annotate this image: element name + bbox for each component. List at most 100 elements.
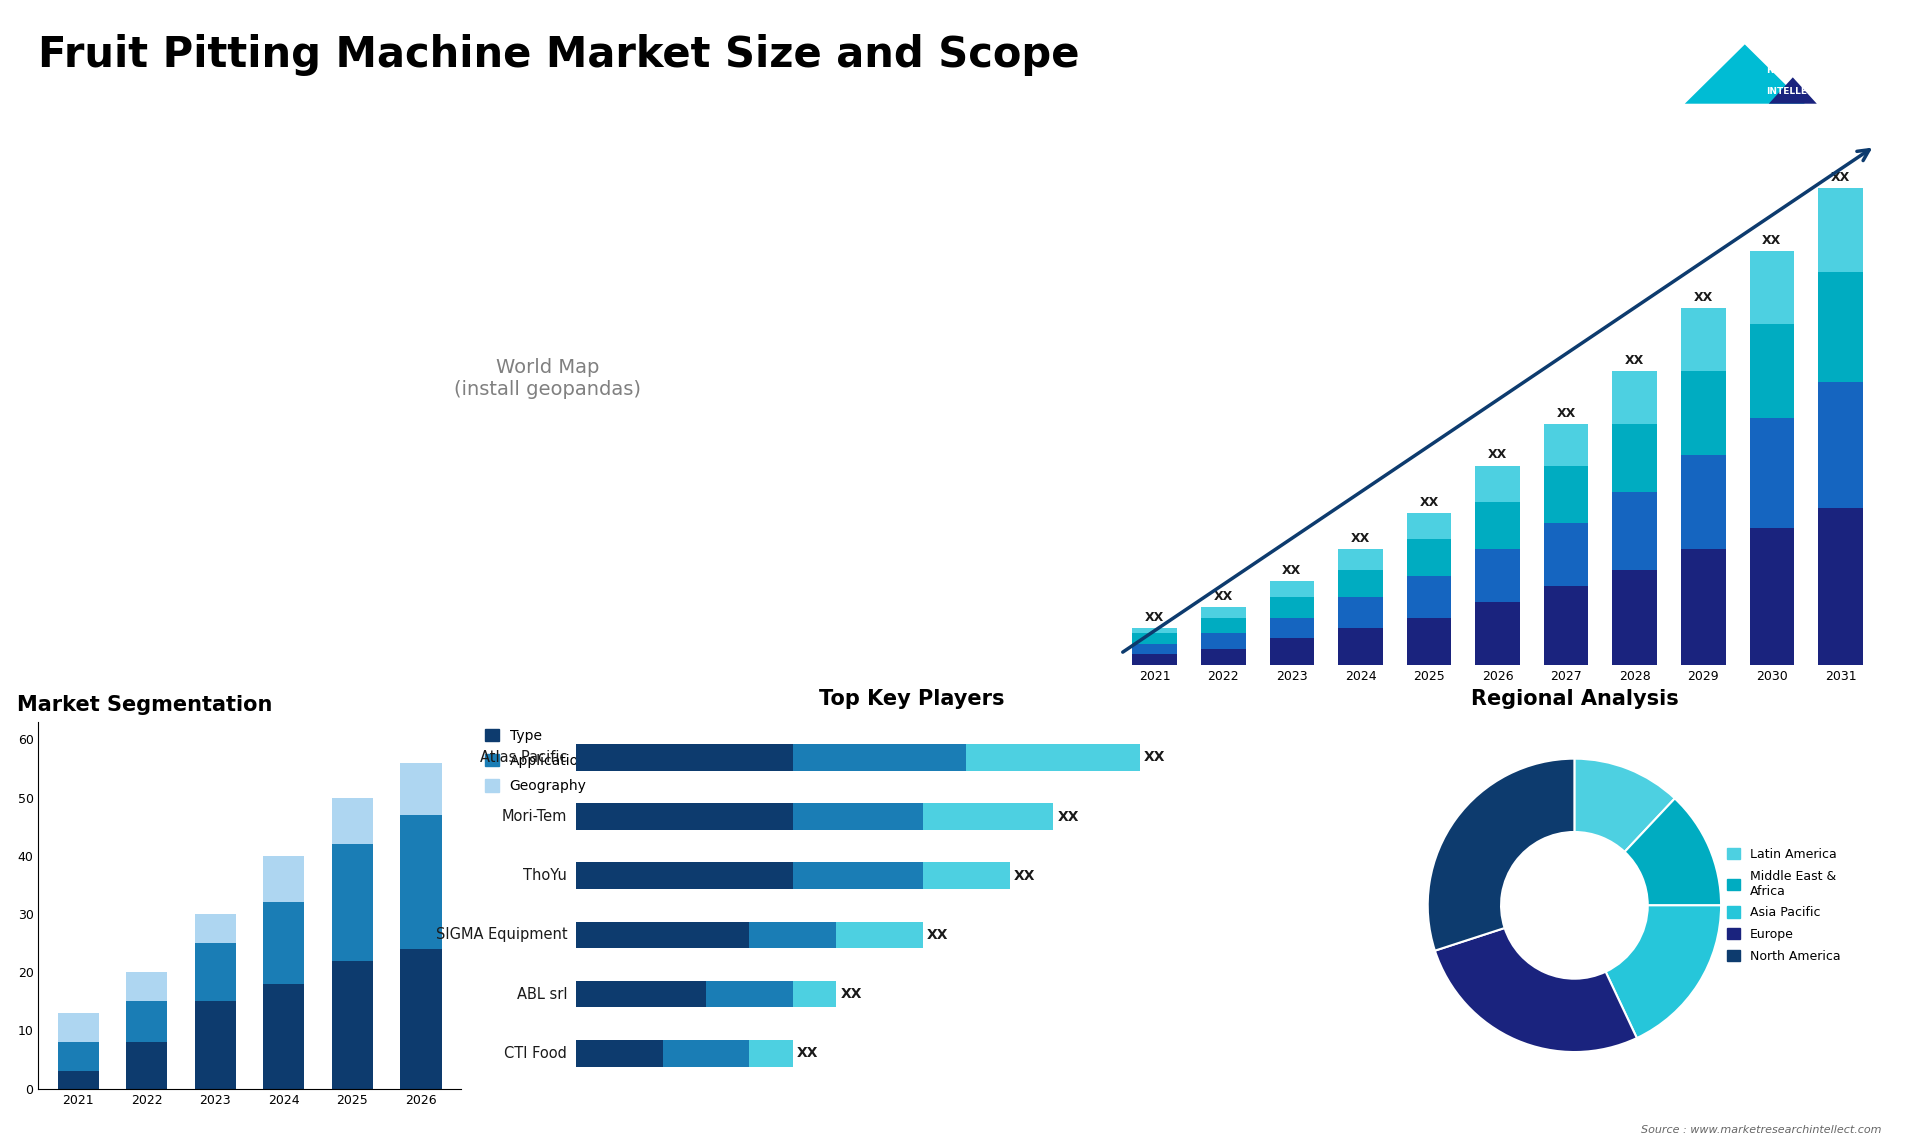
Bar <box>1682 371 1726 455</box>
Bar <box>662 1039 749 1067</box>
Bar <box>263 984 305 1089</box>
Text: XX: XX <box>927 928 948 942</box>
Bar <box>1133 628 1177 634</box>
Bar <box>576 1039 662 1067</box>
Bar <box>1475 502 1521 549</box>
Bar <box>58 1042 98 1072</box>
Text: INTELLECT: INTELLECT <box>1766 87 1820 96</box>
Bar <box>1544 465 1588 524</box>
Bar <box>1338 549 1382 571</box>
Text: XX: XX <box>1624 354 1644 367</box>
Bar <box>1269 638 1313 665</box>
Bar <box>127 972 167 1002</box>
Bar <box>401 815 442 949</box>
Text: CTI Food: CTI Food <box>505 1045 566 1061</box>
Bar <box>793 744 966 771</box>
Bar <box>1749 528 1793 665</box>
Text: MARKET: MARKET <box>1772 45 1814 54</box>
Bar <box>1544 586 1588 665</box>
Text: XX: XX <box>1832 171 1851 183</box>
Bar <box>1682 455 1726 549</box>
Bar <box>793 803 924 830</box>
Wedge shape <box>1428 759 1574 951</box>
Bar <box>1475 465 1521 502</box>
Bar <box>1818 382 1862 508</box>
Text: Fruit Pitting Machine Market Size and Scope: Fruit Pitting Machine Market Size and Sc… <box>38 34 1079 77</box>
Bar <box>332 845 372 960</box>
Bar <box>576 744 793 771</box>
Text: XX: XX <box>1144 611 1164 623</box>
Text: XX: XX <box>841 987 862 1002</box>
Text: XX: XX <box>1557 407 1576 419</box>
Bar <box>1269 618 1313 638</box>
Text: XX: XX <box>1352 532 1371 545</box>
Text: Source : www.marketresearchintellect.com: Source : www.marketresearchintellect.com <box>1642 1124 1882 1135</box>
Text: ABL srl: ABL srl <box>516 987 566 1002</box>
Bar <box>1749 418 1793 528</box>
Bar <box>1202 618 1246 634</box>
Bar <box>332 798 372 845</box>
Bar <box>1749 324 1793 418</box>
Bar <box>1133 654 1177 665</box>
Bar <box>576 803 793 830</box>
Bar <box>1407 575 1452 618</box>
Text: Mori-Tem: Mori-Tem <box>501 809 566 824</box>
Bar <box>1544 424 1588 465</box>
Wedge shape <box>1574 759 1674 851</box>
Bar <box>332 960 372 1089</box>
Text: XX: XX <box>1693 291 1713 304</box>
Bar <box>966 744 1140 771</box>
Bar <box>793 863 924 889</box>
Text: SIGMA Equipment: SIGMA Equipment <box>436 927 566 942</box>
Text: Market Segmentation: Market Segmentation <box>17 694 273 715</box>
Bar <box>1818 188 1862 272</box>
Bar <box>194 915 236 943</box>
Text: XX: XX <box>1283 564 1302 576</box>
Text: RESEARCH: RESEARCH <box>1766 65 1820 74</box>
Bar <box>1202 649 1246 665</box>
Bar <box>1133 634 1177 644</box>
Bar <box>1202 634 1246 649</box>
Text: ThoYu: ThoYu <box>524 869 566 884</box>
Text: World Map
(install geopandas): World Map (install geopandas) <box>453 358 641 399</box>
Bar <box>1749 251 1793 324</box>
Wedge shape <box>1434 928 1638 1052</box>
Bar <box>1407 618 1452 665</box>
Bar <box>1613 571 1657 665</box>
Bar <box>576 981 707 1007</box>
Bar <box>576 921 749 948</box>
Legend: Latin America, Middle East &
Africa, Asia Pacific, Europe, North America: Latin America, Middle East & Africa, Asi… <box>1728 848 1841 963</box>
Bar <box>576 863 793 889</box>
Bar <box>1682 308 1726 371</box>
Bar <box>1407 512 1452 539</box>
Text: XX: XX <box>1014 869 1035 882</box>
Bar <box>194 943 236 1002</box>
Polygon shape <box>1686 45 1805 103</box>
Bar <box>401 763 442 815</box>
Bar <box>1613 371 1657 424</box>
Title: Regional Analysis: Regional Analysis <box>1471 689 1678 709</box>
Bar <box>1407 539 1452 575</box>
Text: XX: XX <box>1763 234 1782 246</box>
Bar <box>1818 508 1862 665</box>
Text: XX: XX <box>1419 495 1438 509</box>
Bar <box>1269 581 1313 597</box>
Bar <box>263 856 305 902</box>
Legend: Type, Application, Geography: Type, Application, Geography <box>484 729 588 793</box>
Title: Top Key Players: Top Key Players <box>820 689 1004 709</box>
Bar <box>127 1042 167 1089</box>
Text: XX: XX <box>1488 448 1507 462</box>
Bar <box>835 921 924 948</box>
Wedge shape <box>1605 905 1720 1038</box>
Bar <box>1613 492 1657 571</box>
Bar <box>707 981 793 1007</box>
Text: XX: XX <box>1144 751 1165 764</box>
Bar <box>1338 571 1382 597</box>
Bar <box>1475 602 1521 665</box>
Bar <box>793 981 835 1007</box>
Bar <box>127 1002 167 1042</box>
Bar <box>1818 272 1862 382</box>
Bar <box>1202 607 1246 618</box>
Bar <box>1544 524 1588 586</box>
Text: Atlas Pacific: Atlas Pacific <box>480 749 566 766</box>
